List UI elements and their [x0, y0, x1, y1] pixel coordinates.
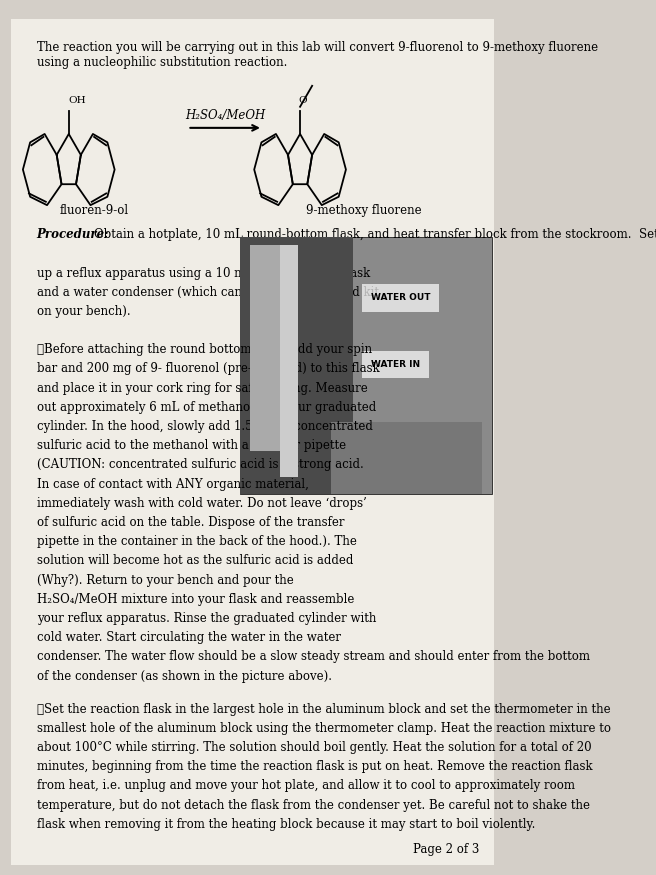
Text: Procedure:: Procedure: — [37, 228, 109, 242]
FancyBboxPatch shape — [251, 245, 288, 451]
Text: (Why?). Return to your bench and pour the: (Why?). Return to your bench and pour th… — [37, 574, 293, 586]
Text: temperature, but do not detach the flask from the condenser yet. Be careful not : temperature, but do not detach the flask… — [37, 799, 590, 812]
Text: about 100°C while stirring. The solution should boil gently. Heat the solution f: about 100°C while stirring. The solution… — [37, 741, 591, 754]
Text: condenser. The water flow should be a slow steady stream and should enter from t: condenser. The water flow should be a sl… — [37, 650, 590, 663]
Text: bar and 200 mg of 9- fluorenol (pre-weighed) to this flask: bar and 200 mg of 9- fluorenol (pre-weig… — [37, 362, 379, 375]
Text: cylinder. In the hood, slowly add 1.5 mL of concentrated: cylinder. In the hood, slowly add 1.5 mL… — [37, 420, 373, 433]
Text: sulfuric acid to the methanol with a transfer pipette: sulfuric acid to the methanol with a tra… — [37, 439, 346, 452]
Text: Page 2 of 3: Page 2 of 3 — [413, 844, 479, 856]
Text: cold water. Start circulating the water in the water: cold water. Start circulating the water … — [37, 631, 340, 644]
Text: OH: OH — [69, 95, 87, 105]
Text: immediately wash with cold water. Do not leave ‘drops’: immediately wash with cold water. Do not… — [37, 497, 367, 510]
Text: of sulfuric acid on the table. Dispose of the transfer: of sulfuric acid on the table. Dispose o… — [37, 516, 344, 529]
Text: In case of contact with ANY organic material,: In case of contact with ANY organic mate… — [37, 478, 308, 491]
Text: up a reflux apparatus using a 10 mL round-bottom flask: up a reflux apparatus using a 10 mL roun… — [37, 267, 370, 279]
Text: Obtain a hotplate, 10 mL round-bottom flask, and heat transfer block from the st: Obtain a hotplate, 10 mL round-bottom fl… — [94, 228, 656, 242]
FancyBboxPatch shape — [331, 422, 482, 494]
Text: H₂SO₄/MeOH mixture into your flask and reassemble: H₂SO₄/MeOH mixture into your flask and r… — [37, 592, 354, 605]
Text: pipette in the container in the back of the hood.). The: pipette in the container in the back of … — [37, 536, 356, 549]
Text: from heat, i.e. unplug and move your hot plate, and allow it to cool to approxim: from heat, i.e. unplug and move your hot… — [37, 780, 575, 793]
Text: and place it in your cork ring for safe holding. Measure: and place it in your cork ring for safe … — [37, 382, 367, 395]
FancyBboxPatch shape — [240, 237, 491, 494]
Text: Before attaching the round bottom flask, add your spin: Before attaching the round bottom flask,… — [37, 343, 372, 356]
Text: fluoren-9-ol: fluoren-9-ol — [60, 204, 129, 217]
Text: and a water condenser (which can be found in the red kit: and a water condenser (which can be foun… — [37, 286, 379, 298]
Text: out approximately 6 mL of methanol into your graduated: out approximately 6 mL of methanol into … — [37, 401, 376, 414]
FancyBboxPatch shape — [281, 245, 298, 477]
FancyBboxPatch shape — [240, 237, 354, 494]
Text: 9-methoxy fluorene: 9-methoxy fluorene — [306, 204, 421, 217]
Text: H₂SO₄/MeOH: H₂SO₄/MeOH — [185, 108, 265, 122]
Text: Set the reaction flask in the largest hole in the aluminum block and set the the: Set the reaction flask in the largest ho… — [37, 703, 610, 716]
Text: minutes, beginning from the time the reaction flask is put on heat. Remove the r: minutes, beginning from the time the rea… — [37, 760, 592, 774]
Text: WATER OUT: WATER OUT — [371, 293, 430, 303]
Text: your reflux apparatus. Rinse the graduated cylinder with: your reflux apparatus. Rinse the graduat… — [37, 612, 376, 625]
Text: O: O — [298, 95, 307, 105]
Text: solution will become hot as the sulfuric acid is added: solution will become hot as the sulfuric… — [37, 555, 353, 567]
Text: (CAUTION: concentrated sulfuric acid is a strong acid.: (CAUTION: concentrated sulfuric acid is … — [37, 458, 363, 472]
Text: The reaction you will be carrying out in this lab will convert 9-fluorenol to 9-: The reaction you will be carrying out in… — [37, 40, 598, 68]
Text: flask when removing it from the heating block because it may start to boil viole: flask when removing it from the heating … — [37, 818, 535, 830]
Text: on your bench).: on your bench). — [37, 304, 130, 318]
Text: of the condenser (as shown in the picture above).: of the condenser (as shown in the pictur… — [37, 669, 331, 682]
FancyBboxPatch shape — [11, 19, 494, 864]
Text: smallest hole of the aluminum block using the thermometer clamp. Heat the reacti: smallest hole of the aluminum block usin… — [37, 722, 611, 735]
Text: WATER IN: WATER IN — [371, 360, 420, 369]
